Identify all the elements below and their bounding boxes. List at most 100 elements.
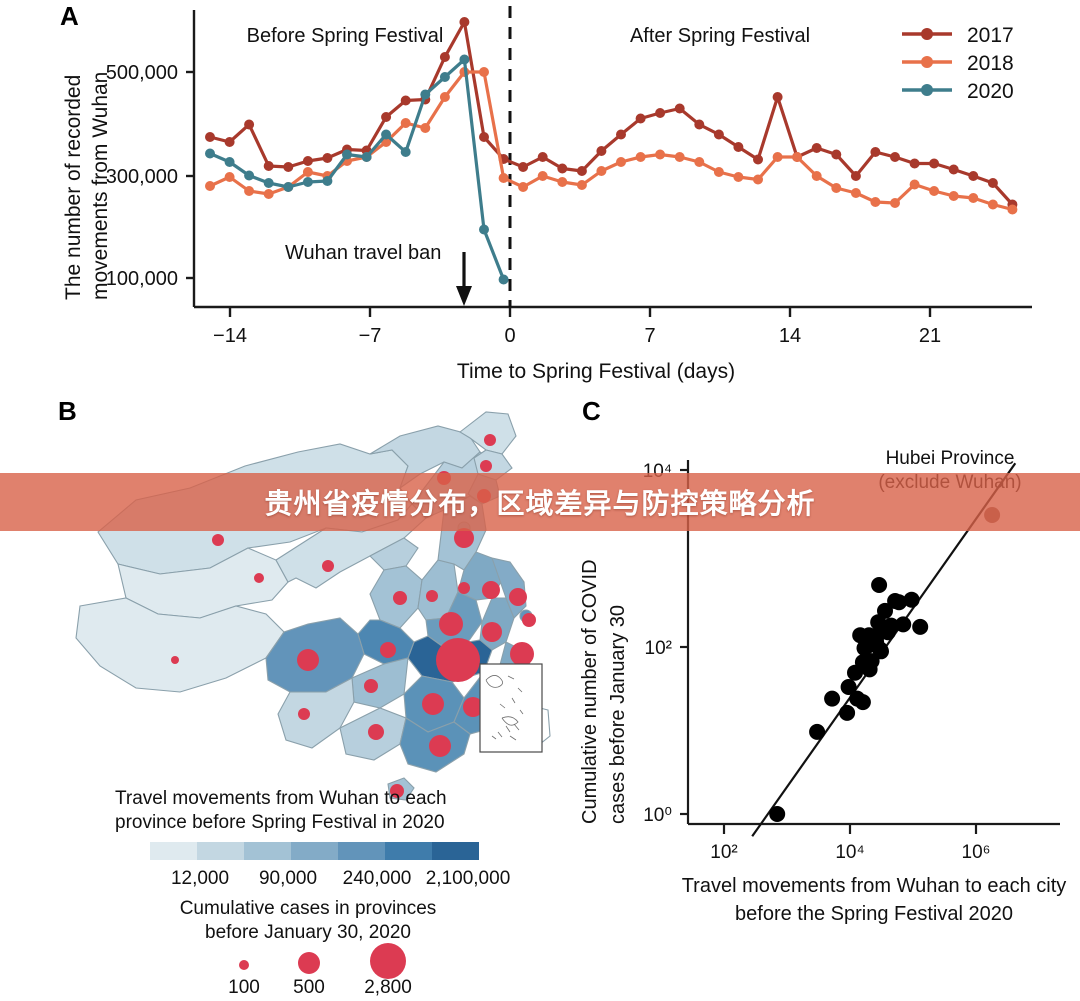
panel-a-xtick-label: −7: [359, 325, 382, 347]
series-point-2017: [674, 103, 685, 114]
series-point-2018: [205, 181, 215, 191]
series-point-2017: [400, 95, 411, 106]
bubble-legend-marker-100: [239, 960, 249, 970]
series-point-2018: [635, 152, 646, 162]
series-point-2018: [850, 188, 861, 198]
series-point-2017: [850, 171, 861, 181]
series-point-2018: [400, 118, 411, 128]
series-point-2018: [753, 174, 763, 185]
series-point-2018: [224, 172, 235, 182]
series-point-2020: [459, 54, 470, 65]
series-point-2020: [283, 182, 294, 192]
series-point-2017: [890, 152, 900, 162]
overlay-title-text: 贵州省疫情分布，区域差异与防控策略分析: [264, 487, 816, 520]
series-point-2017: [479, 132, 489, 142]
panel-b-choropleth-title-line1: Travel movements from Wuhan to each: [115, 788, 447, 809]
legend-label-2018: 2018: [967, 52, 1014, 75]
panel-b-choropleth-title-line2: province before Spring Festival in 2020: [115, 812, 445, 833]
series-point-2017: [831, 149, 842, 160]
series-point-2020: [400, 147, 411, 157]
bubble-jilin: [480, 460, 492, 472]
legend-label-2020: 2020: [967, 80, 1014, 103]
overlay-title-banner: 贵州省疫情分布，区域差异与防控策略分析: [0, 473, 1080, 531]
bubble-guangxi: [368, 724, 384, 740]
series-point-2020: [361, 152, 372, 162]
series-point-2018: [596, 166, 607, 176]
south-china-sea-inset: [479, 663, 543, 753]
bubble-shaanxi: [393, 591, 407, 605]
panel-b-bubble-title-line2: before January 30, 2020: [205, 922, 411, 943]
choropleth-tick-1: 12,000: [171, 868, 229, 889]
bubble-yunnan: [298, 708, 310, 720]
bubble-henan: [439, 612, 463, 636]
province-heilongjiang: [459, 411, 517, 455]
series-point-2018: [929, 186, 940, 196]
bubble-beijing: [454, 528, 474, 548]
bubble-qinghai: [254, 573, 264, 583]
series-point-2018: [420, 123, 431, 133]
series-point-2018: [987, 199, 998, 210]
series-point-2020: [381, 129, 392, 140]
series-point-2018: [792, 152, 803, 162]
scatter-point: [879, 624, 896, 641]
bubble-guizhou: [364, 679, 378, 693]
scatter-point: [872, 641, 889, 658]
series-point-2017: [987, 178, 998, 188]
scatter-point: [891, 594, 907, 611]
series-point-2018: [263, 189, 274, 199]
bubble-legend-label-500: 500: [293, 977, 325, 998]
series-point-2017: [459, 17, 470, 27]
choropleth-tick-3: 240,000: [343, 868, 412, 889]
series-point-2018: [537, 171, 548, 181]
bubble-anhui: [482, 622, 502, 642]
series-point-2017: [694, 119, 705, 130]
series-point-2017: [733, 142, 744, 152]
scatter-point: [769, 806, 786, 822]
panel-c-x-axis-title-line2: before the Spring Festival 2020: [735, 903, 1013, 925]
bubble-zhejiang: [510, 642, 534, 666]
bubble-guangdong: [429, 735, 451, 757]
series-point-2017: [439, 52, 450, 62]
panel-a-y-axis-title-line2: movements from Wuhan: [89, 72, 112, 300]
china-provinces: [75, 411, 551, 801]
series-point-2017: [635, 113, 646, 124]
series-point-2018: [498, 173, 509, 183]
scatter-point: [895, 616, 912, 633]
panel-c-xtick-label: 10⁴: [835, 842, 864, 863]
legend-marker-2020: [921, 84, 933, 96]
series-point-2020: [205, 148, 215, 159]
panel-a-ytick-label: 100,000: [106, 268, 178, 290]
bubble-heilongjiang: [484, 434, 496, 446]
series-point-2020: [342, 149, 352, 160]
series-point-2020: [439, 72, 450, 82]
series-point-2018: [948, 191, 959, 201]
bubble-legend-marker-2800: [370, 943, 406, 979]
series-point-2017: [205, 132, 215, 142]
legend-label-2017: 2017: [967, 24, 1014, 47]
series-point-2018: [694, 157, 705, 167]
series-point-2020: [420, 89, 431, 100]
panel-a-series-group: [205, 17, 1018, 285]
panel-a-legend: 2017 2018 2020: [902, 24, 1014, 103]
series-point-2017: [616, 129, 626, 140]
series-point-2017: [302, 156, 313, 166]
panel-c-xtick-label: 10⁶: [962, 842, 991, 863]
scatter-point: [809, 723, 826, 740]
annotation-after-festival: After Spring Festival: [630, 25, 810, 47]
series-point-2020: [244, 170, 255, 181]
series-point-2017: [948, 164, 959, 175]
panel-b-letter: B: [58, 396, 77, 426]
panel-c-letter: C: [582, 396, 601, 426]
series-point-2017: [557, 163, 568, 174]
series-point-2020: [479, 224, 489, 235]
panel-c-ytick-label: 10²: [645, 638, 672, 659]
series-point-2018: [909, 179, 920, 190]
series-point-2018: [479, 67, 489, 77]
series-point-2018: [831, 183, 842, 193]
series-point-2018: [811, 171, 822, 181]
bubble-sichuan: [297, 649, 319, 671]
series-point-2020: [322, 176, 333, 186]
bubble-xinjiang: [212, 534, 224, 546]
panel-a-xtick-label: −14: [213, 325, 247, 347]
series-point-2020: [224, 157, 235, 167]
